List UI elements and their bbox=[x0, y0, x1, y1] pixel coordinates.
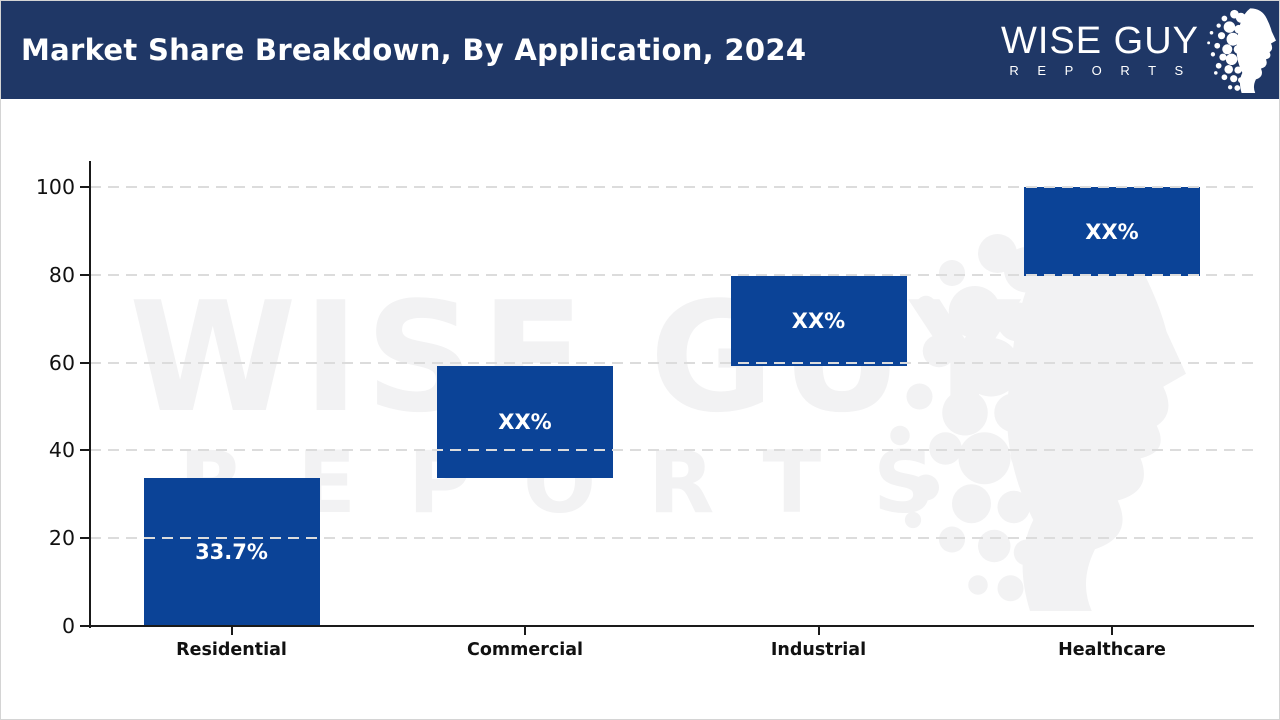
y-tick-label: 20 bbox=[48, 526, 75, 551]
x-axis-line bbox=[88, 625, 1254, 627]
x-category-label-industrial: Industrial bbox=[770, 640, 867, 660]
bar-value-label: XX% bbox=[498, 409, 552, 434]
brand-subtitle: R E P O R T S bbox=[1009, 62, 1191, 78]
y-tick bbox=[80, 537, 89, 540]
y-tick bbox=[80, 625, 89, 627]
page-title: Market Share Breakdown, By Application, … bbox=[21, 33, 807, 67]
brand-logo-text: WISE GUY R E P O R T S bbox=[1000, 20, 1199, 78]
brand-logo: WISE GUY R E P O R T S bbox=[1001, 5, 1277, 95]
x-tick bbox=[524, 626, 526, 635]
y-tick-label: 60 bbox=[48, 350, 75, 375]
gridline-60 bbox=[90, 361, 1259, 364]
x-category-label-residential: Residential bbox=[176, 640, 287, 660]
y-axis-line bbox=[89, 161, 91, 628]
bar-value-label: 33.7% bbox=[195, 540, 268, 565]
x-category-label-commercial: Commercial bbox=[466, 640, 584, 660]
y-tick-label: 40 bbox=[48, 438, 75, 463]
y-tick-label: 100 bbox=[35, 175, 75, 199]
brand-name: WISE GUY bbox=[1000, 20, 1199, 63]
x-tick bbox=[230, 626, 233, 635]
y-tick-label: 80 bbox=[48, 262, 75, 287]
bar-industrial bbox=[730, 276, 907, 366]
y-tick bbox=[80, 361, 89, 364]
bar-commercial bbox=[437, 365, 613, 479]
y-tick bbox=[80, 273, 89, 276]
gridline-40 bbox=[90, 449, 1259, 452]
bar-value-label: XX% bbox=[791, 308, 846, 333]
x-tick bbox=[817, 626, 820, 635]
bar-residential bbox=[143, 478, 320, 626]
x-category-label-healthcare: Healthcare bbox=[1058, 640, 1166, 660]
gridline-80 bbox=[90, 273, 1259, 276]
y-tick bbox=[80, 186, 89, 188]
y-tick bbox=[80, 449, 89, 452]
y-tick-label: 0 bbox=[61, 614, 75, 638]
x-tick bbox=[1111, 626, 1113, 635]
gridline-20 bbox=[90, 537, 1259, 540]
header-bar: Market Share Breakdown, By Application, … bbox=[1, 1, 1279, 99]
bar-value-label: XX% bbox=[1085, 219, 1139, 244]
brand-head-icon bbox=[1207, 8, 1276, 93]
gridline-100 bbox=[90, 186, 1259, 188]
